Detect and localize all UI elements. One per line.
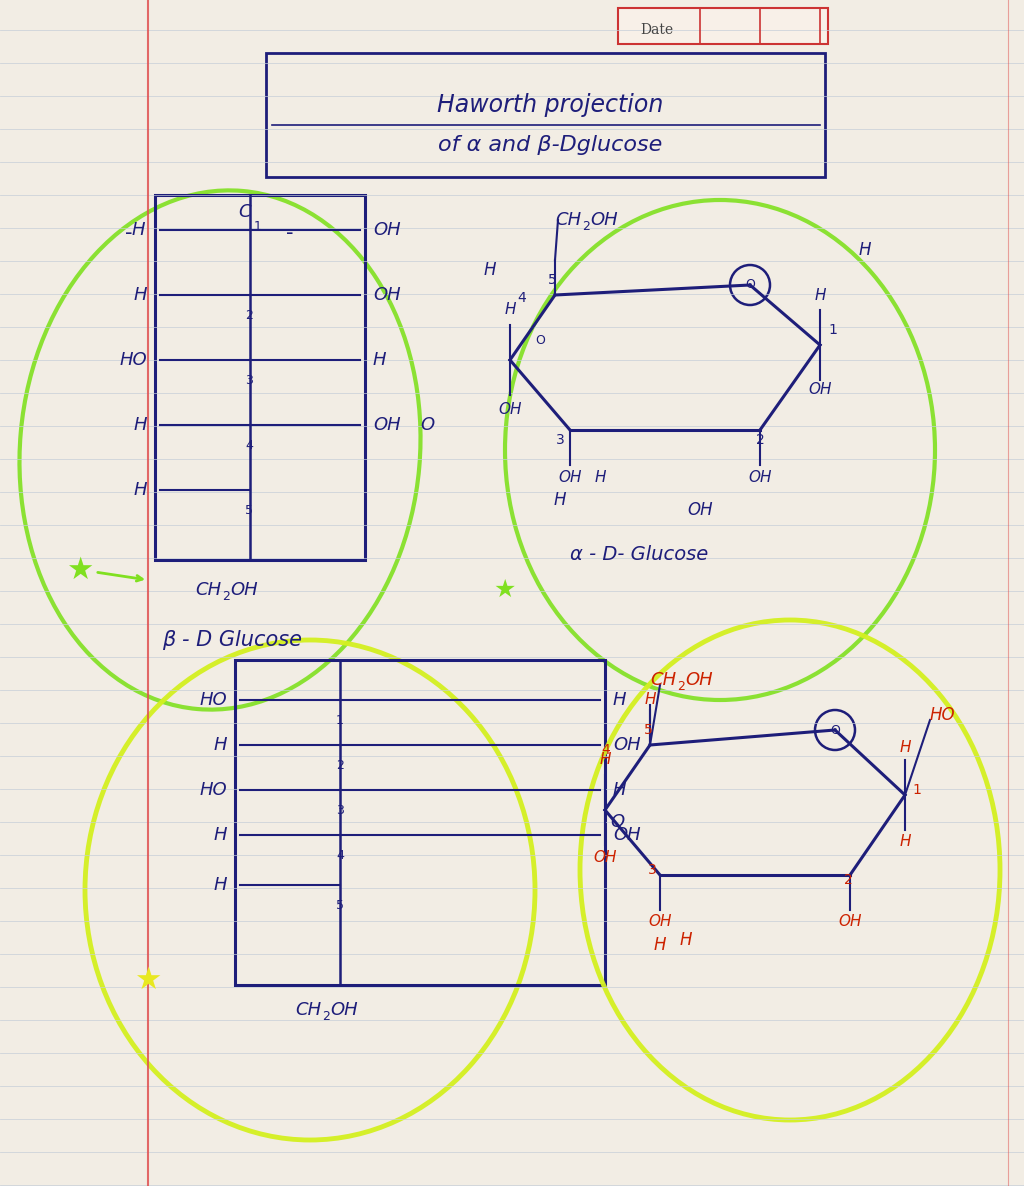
Text: H: H [599, 752, 610, 767]
Text: CH: CH [555, 211, 582, 229]
Text: OH: OH [687, 500, 713, 519]
Text: OH: OH [590, 211, 617, 229]
Text: OH: OH [499, 402, 522, 417]
Text: OH: OH [373, 416, 400, 434]
Text: HO: HO [120, 351, 147, 369]
Text: H: H [133, 286, 147, 304]
Bar [618, 8, 828, 44]
Circle shape [730, 264, 770, 305]
Text: O: O [745, 279, 755, 292]
Text: 2: 2 [582, 219, 590, 232]
Text: H: H [644, 693, 655, 708]
Text: Haworth projection: Haworth projection [437, 93, 664, 117]
Text: 1: 1 [828, 323, 837, 337]
Text: O: O [830, 723, 840, 737]
Text: -: - [287, 223, 294, 243]
Text: H: H [594, 471, 606, 485]
Text: OH: OH [749, 471, 772, 485]
Text: H: H [213, 876, 227, 894]
Text: -: - [126, 223, 133, 243]
Text: 3: 3 [556, 433, 564, 447]
Text: HO: HO [200, 782, 227, 799]
Text: 4: 4 [601, 742, 610, 757]
Text: HO: HO [930, 706, 955, 723]
Text: OH: OH [839, 914, 862, 930]
Text: OH: OH [613, 737, 641, 754]
Text: H: H [899, 740, 910, 755]
Text: C: C [239, 203, 251, 221]
Text: 2: 2 [246, 310, 253, 323]
Text: Date: Date [640, 23, 673, 37]
Text: H: H [133, 416, 147, 434]
Text: CH: CH [650, 671, 676, 689]
Text: OH: OH [613, 825, 641, 844]
Text: H: H [613, 691, 627, 709]
Text: CH: CH [195, 581, 221, 599]
Text: OH: OH [685, 671, 713, 689]
Text: H: H [213, 825, 227, 844]
Text: H: H [373, 351, 386, 369]
Text: ★: ★ [494, 578, 516, 602]
Text: H: H [859, 241, 871, 259]
Text: OH: OH [593, 850, 616, 866]
Text: H: H [133, 482, 147, 499]
Text: 2: 2 [322, 1009, 330, 1022]
Text: 2: 2 [336, 759, 344, 772]
Text: 1: 1 [336, 714, 344, 727]
Text: of α and β-Dglucose: of α and β-Dglucose [438, 135, 663, 155]
Text: CH: CH [295, 1001, 322, 1019]
Text: H: H [483, 261, 497, 279]
Text: HO: HO [200, 691, 227, 709]
Text: H: H [554, 491, 566, 509]
Text: 5: 5 [336, 899, 344, 912]
Text: 2: 2 [756, 433, 764, 447]
Text: OH: OH [558, 471, 582, 485]
Text: H: H [814, 287, 825, 302]
Text: 4: 4 [336, 849, 344, 862]
Text: ★: ★ [134, 965, 162, 995]
Text: OH: OH [330, 1001, 357, 1019]
Text: 2: 2 [844, 873, 852, 887]
Text: α - D- Glucose: α - D- Glucose [570, 546, 709, 565]
Text: 3: 3 [647, 863, 656, 876]
Text: OH: OH [373, 286, 400, 304]
Bar [234, 659, 605, 986]
Text: OH: OH [808, 383, 831, 397]
FancyBboxPatch shape [266, 53, 825, 177]
Text: 1: 1 [912, 783, 921, 797]
Text: 4: 4 [517, 291, 526, 305]
Text: 3: 3 [336, 804, 344, 817]
Text: H: H [680, 931, 692, 949]
Text: 2: 2 [677, 680, 685, 693]
Text: H: H [504, 302, 516, 318]
Text: H: H [899, 835, 910, 849]
Text: H: H [213, 737, 227, 754]
Text: 5: 5 [644, 723, 652, 737]
Text: OH: OH [230, 581, 258, 599]
Text: OH: OH [373, 221, 400, 240]
Text: 5: 5 [246, 504, 254, 517]
Text: O: O [610, 812, 624, 831]
Circle shape [815, 710, 855, 750]
Text: H: H [653, 936, 667, 954]
Bar [155, 195, 365, 560]
Text: O: O [420, 416, 434, 434]
Text: 4: 4 [246, 439, 253, 452]
Text: H: H [131, 221, 145, 240]
Text: 2: 2 [222, 589, 229, 602]
Text: H: H [613, 782, 627, 799]
Text: 3: 3 [246, 374, 253, 387]
Text: 1: 1 [254, 221, 261, 234]
Text: OH: OH [648, 914, 672, 930]
Text: 5: 5 [548, 273, 556, 287]
Text: β - D Glucose: β - D Glucose [162, 630, 302, 650]
Text: O: O [536, 333, 545, 346]
Text: ★: ★ [67, 555, 93, 585]
